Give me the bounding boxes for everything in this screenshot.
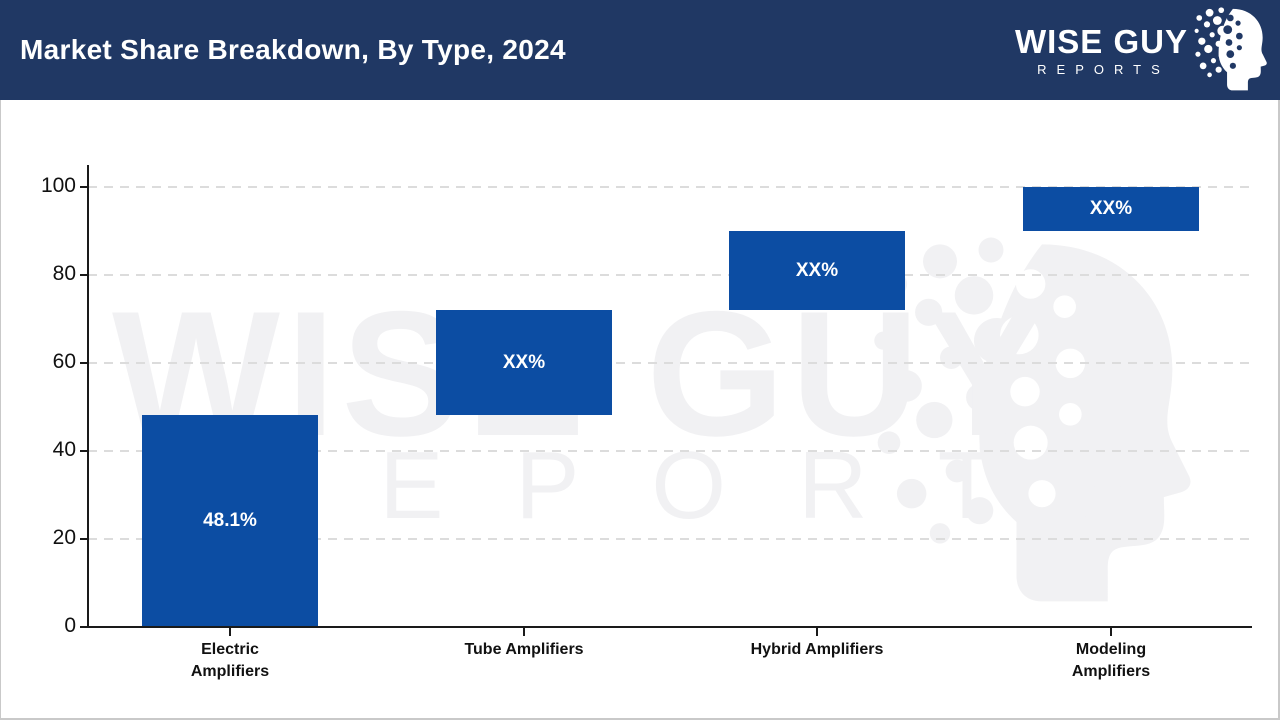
chart-canvas — [0, 100, 1280, 720]
header-bar: Market Share Breakdown, By Type, 2024 WI… — [0, 0, 1280, 100]
dotted-head-icon — [1190, 5, 1268, 98]
brand-subname: REPORTS — [1037, 61, 1170, 77]
brand-logo: WISE GUY REPORTS — [1015, 6, 1268, 96]
brand-logo-text: WISE GUY REPORTS — [1015, 25, 1188, 77]
page-title: Market Share Breakdown, By Type, 2024 — [20, 34, 566, 65]
brand-name: WISE GUY — [1014, 23, 1188, 61]
